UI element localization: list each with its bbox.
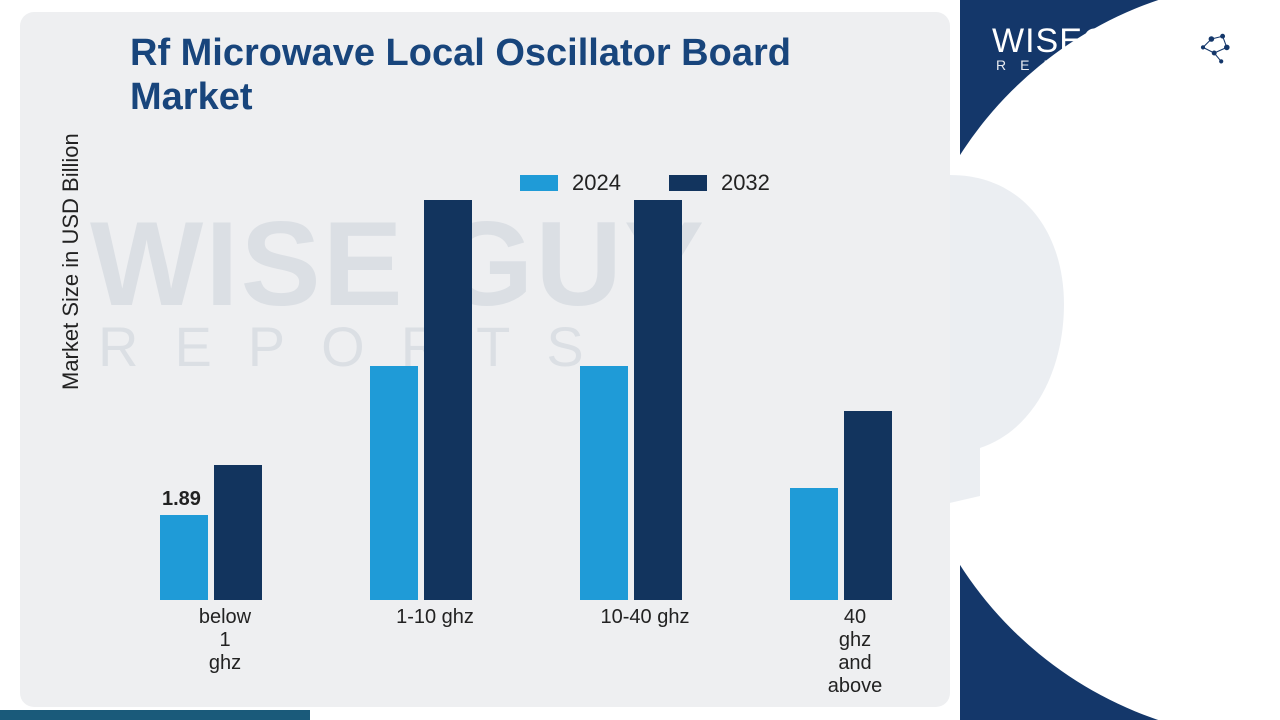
bar	[160, 515, 208, 600]
y-axis-label: Market Size in USD Billion	[58, 133, 84, 390]
legend-label: 2024	[572, 170, 621, 196]
bar	[844, 411, 892, 600]
stage: WISE GUY REPORTS Rf Microwave Local Osci…	[0, 0, 1280, 720]
plot-area: below1ghz 1-10 ghz 10-40 ghz 40ghzandabove 1…	[120, 200, 930, 600]
bar-group: 40ghzandabove	[790, 200, 920, 600]
bar	[370, 366, 418, 600]
chart-title: Rf Microwave Local Oscillator Board Mark…	[130, 32, 830, 119]
bar	[790, 488, 838, 600]
bar	[580, 366, 628, 600]
legend-label: 2032	[721, 170, 770, 196]
logo-head-icon	[1182, 18, 1252, 102]
category-label: 40ghzandabove	[785, 600, 925, 698]
bar	[634, 200, 682, 600]
legend-item: 2024	[520, 170, 621, 196]
logo-line1-a: WISE	[992, 22, 1083, 60]
bar-group: below1ghz	[160, 200, 290, 600]
legend-item: 2032	[669, 170, 770, 196]
category-label: 1-10 ghz	[365, 600, 505, 629]
bottom-accent-bar	[0, 710, 310, 720]
bar	[214, 465, 262, 600]
legend-swatch	[520, 175, 558, 191]
legend: 2024 2032	[520, 170, 770, 196]
bar-group: 1-10 ghz	[370, 200, 500, 600]
legend-swatch	[669, 175, 707, 191]
bar-group: 10-40 ghz	[580, 200, 710, 600]
bar-value-label: 1.89	[162, 488, 201, 511]
logo-line1-b: GUY	[1083, 22, 1160, 60]
bar	[424, 200, 472, 600]
category-label: below1ghz	[155, 600, 295, 675]
wiseguy-logo: WISEGUY REPORTS	[992, 22, 1252, 73]
category-label: 10-40 ghz	[575, 600, 715, 629]
